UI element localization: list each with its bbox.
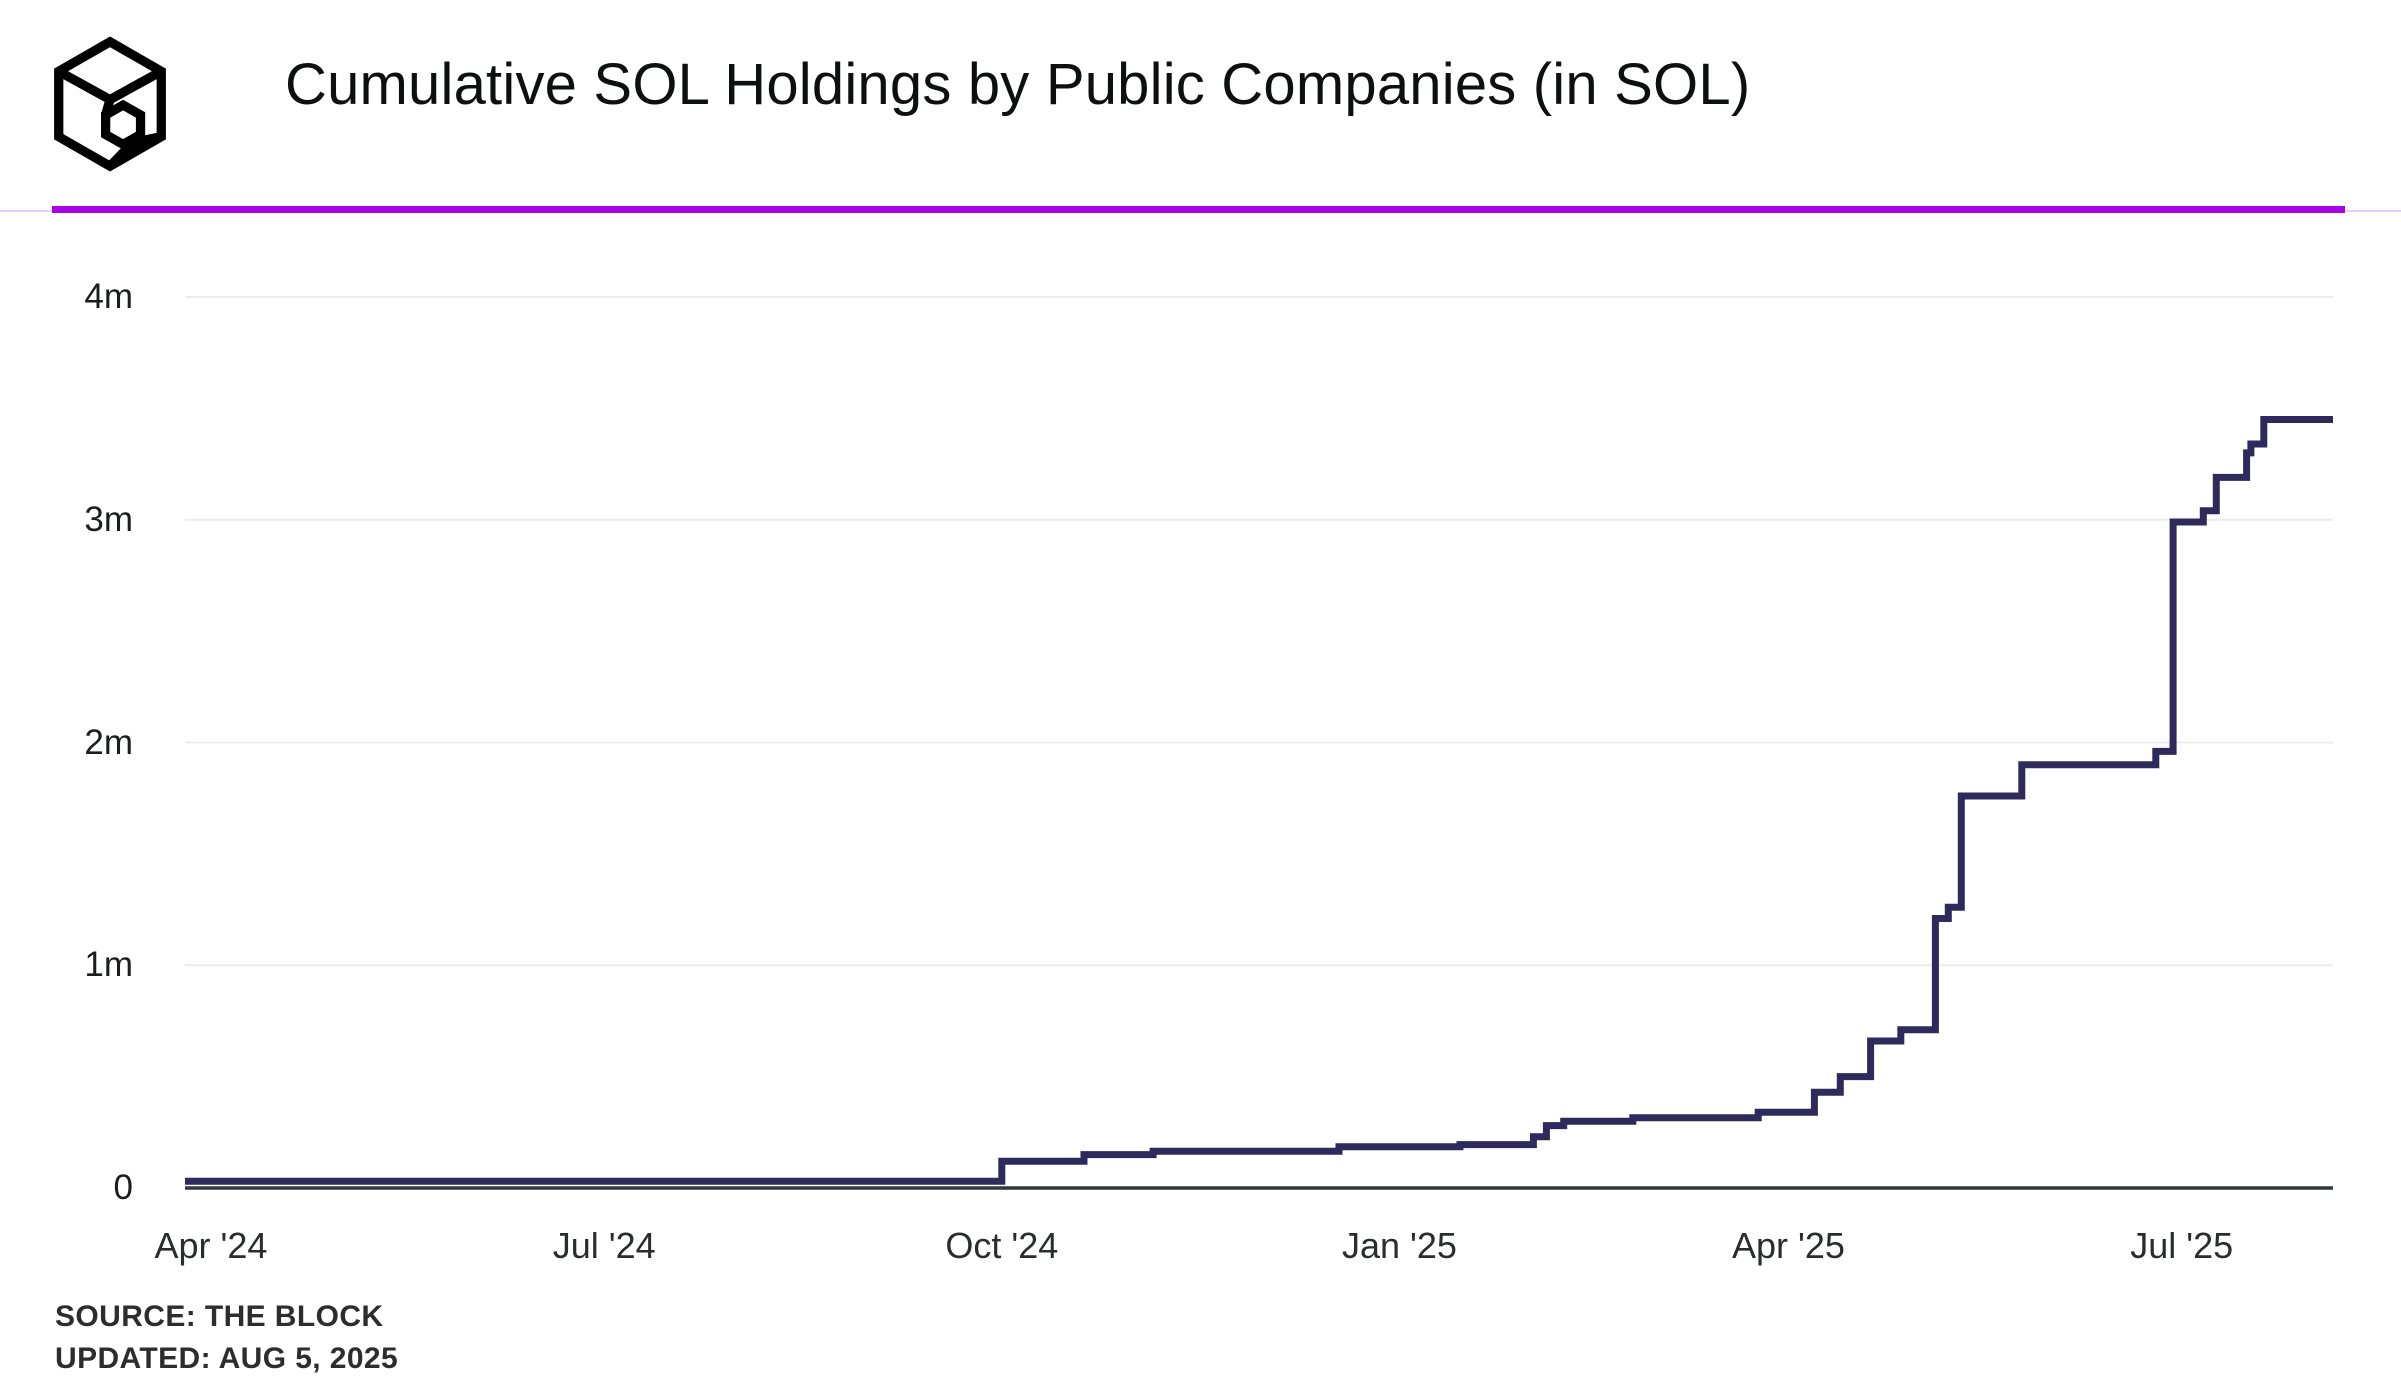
source-line: SOURCE: THE BLOCK <box>55 1300 384 1333</box>
logo-edge-3 <box>106 131 144 170</box>
y-tick-label: 3m <box>84 499 133 539</box>
gridlines <box>185 296 2333 967</box>
chart-title: Cumulative SOL Holdings by Public Compan… <box>285 52 1751 117</box>
sol-holdings-line-series <box>185 416 2333 1185</box>
source-note: SOURCE: THE BLOCK UPDATED: AUG 5, 2025 <box>55 1296 398 1380</box>
x-tick-label: Oct '24 <box>945 1225 1059 1266</box>
header-divider-accent <box>52 206 2345 213</box>
y-tick-label: 1m <box>84 945 133 985</box>
updated-line: UPDATED: AUG 5, 2025 <box>55 1342 399 1375</box>
logo-edge-1 <box>101 98 115 117</box>
logo-cube-top-face <box>56 67 164 105</box>
x-tick-label: Jan '25 <box>1341 1225 1457 1266</box>
y-tick-label: 4m <box>84 277 133 316</box>
the-block-logo-icon <box>54 36 166 172</box>
x-tick-label: Jul '24 <box>552 1225 656 1266</box>
y-tick-label: 0 <box>113 1168 133 1207</box>
y-tick-label: 2m <box>84 722 133 762</box>
x-tick-label: Apr '25 <box>1731 1225 1845 1266</box>
x-tick-label: Jul '25 <box>2130 1225 2234 1266</box>
x-tick-label: Apr '24 <box>154 1225 268 1266</box>
